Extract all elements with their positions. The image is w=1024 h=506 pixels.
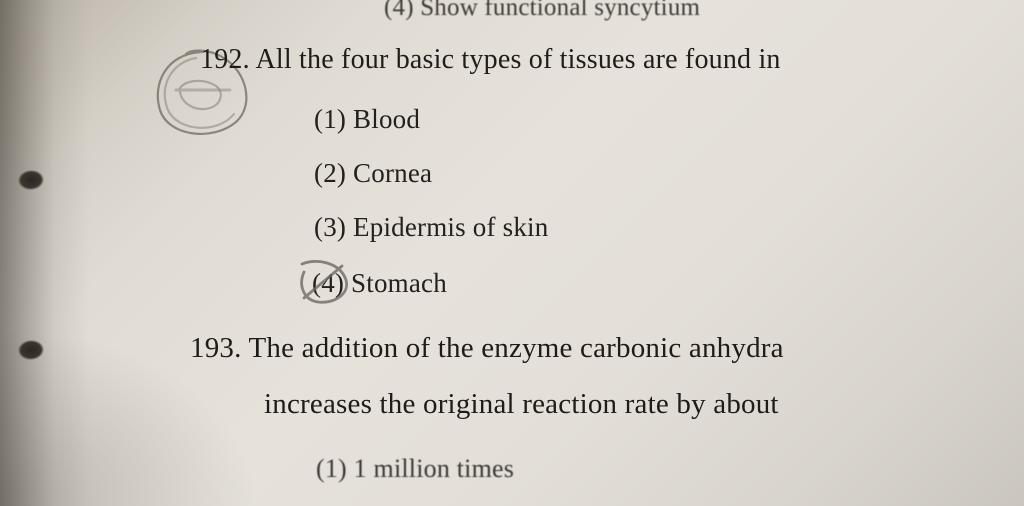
page-content: (4) Show functional syncytium 192. All t… <box>120 0 1024 506</box>
option-label: (4) <box>312 268 344 298</box>
option-text: Stomach <box>351 268 447 298</box>
option-label: (1) <box>314 104 346 134</box>
option-text: Blood <box>353 104 420 134</box>
q192-stem-text: All the four basic types of tissues are … <box>255 44 780 75</box>
option-label: (3) <box>314 212 346 242</box>
option-label: (2) <box>314 158 346 188</box>
q193-number: 193. <box>190 332 242 364</box>
book-spine-shadow <box>0 0 90 506</box>
textbook-page: (4) Show functional syncytium 192. All t… <box>0 0 1024 506</box>
option-text: Cornea <box>353 158 432 188</box>
q192-option-3: (3) Epidermis of skin <box>314 212 548 243</box>
q192-option-4: (4) Stomach <box>312 268 447 299</box>
q193-stem-line2: increases the original reaction rate by … <box>264 388 779 421</box>
q192-number: 192. <box>200 44 250 75</box>
binding-hole <box>17 339 44 361</box>
q193-stem-line1: The addition of the enzyme carbonic anhy… <box>249 332 784 364</box>
q193-option-1-fragment: (1) 1 million times <box>316 454 514 484</box>
q192-stem: 192. All the four basic types of tissues… <box>200 44 781 76</box>
q193-line-1: 193. The addition of the enzyme carbonic… <box>190 332 784 365</box>
q192-option-1: (1) Blood <box>314 104 420 135</box>
option-text: Epidermis of skin <box>353 212 548 242</box>
binding-hole <box>17 169 44 191</box>
prev-question-option-4: (4) Show functional syncytium <box>384 0 700 22</box>
q192-option-2: (2) Cornea <box>314 158 432 189</box>
